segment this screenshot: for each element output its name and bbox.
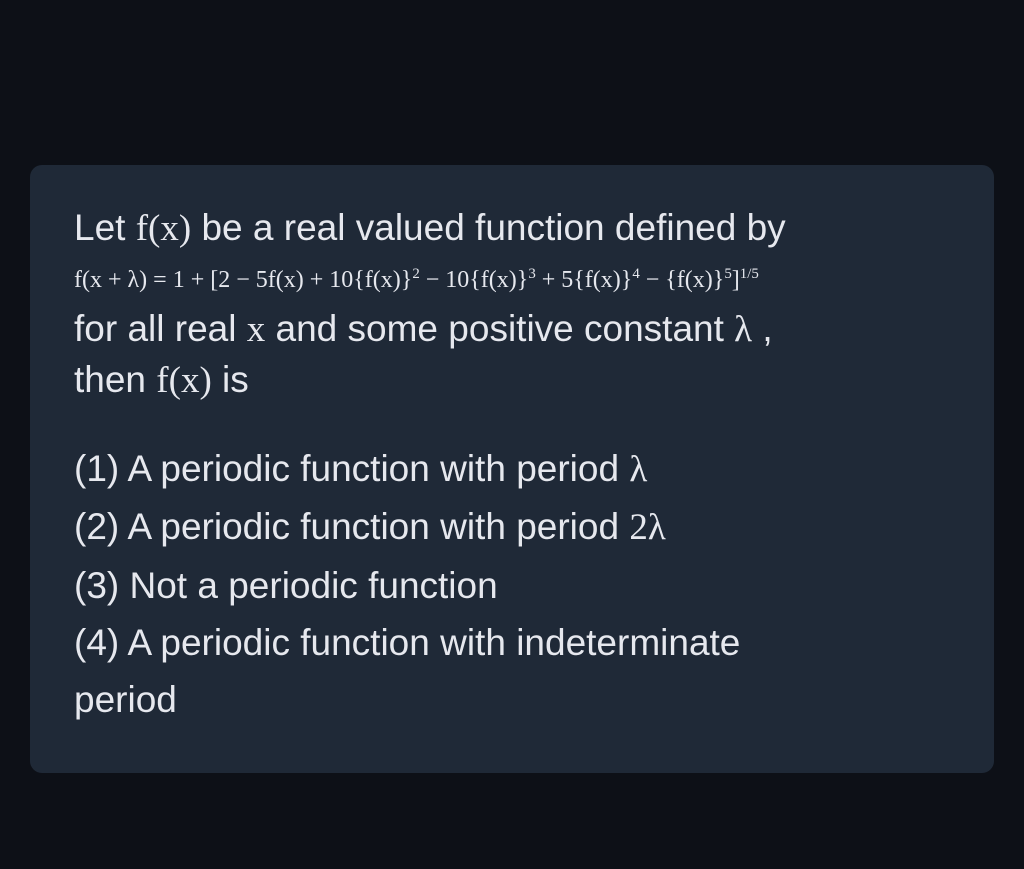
eq-exp5: 5 [724,266,731,282]
eq-t1: 2 − 5f(x) [218,267,304,293]
eq-plus2: + 5{f(x)} [536,267,633,293]
eq-outer-exp: 1/5 [740,266,759,282]
eq-exp4: 4 [632,266,639,282]
tail2-fx: f(x) [156,360,211,401]
defining-equation: f(x + λ) = 1 + [2 − 5f(x) + 10{f(x)}2 − … [74,262,950,298]
eq-exp2: 2 [412,266,419,282]
option-2[interactable]: (2) A periodic function with period 2λ [74,498,950,556]
tail1-a: for all real [74,308,247,349]
option-4[interactable]: (4) A periodic function with indetermina… [74,614,950,671]
tail1-b: and some positive constant [265,308,734,349]
tail1-lambda: λ [734,309,752,350]
option-text-a: Not a periodic function [119,565,497,606]
eq-minus1: − 10{f(x)} [420,267,529,293]
eq-lhs: f(x + λ) [74,267,147,293]
eq-close: ] [732,267,740,293]
option-number: (1) [74,448,119,489]
eq-eq: = [147,267,173,293]
option-text-b: period [74,679,177,720]
option-text-a: A periodic function with period [119,506,629,547]
tail1-x: x [247,309,266,350]
option-3[interactable]: (3) Not a periodic function [74,557,950,614]
eq-exp3: 3 [528,266,535,282]
option-text-a: A periodic function with indeterminate [119,622,740,663]
question-tail-line2: then f(x) is [74,355,950,406]
option-symbol: 2λ [629,507,665,548]
tail2-b: is [212,359,249,400]
tail2-a: then [74,359,156,400]
question-lead-line1: Let f(x) be a real valued function defin… [74,203,950,254]
question-card: Let f(x) be a real valued function defin… [30,165,994,773]
lead-fx: f(x) [136,208,191,249]
option-symbol: λ [629,449,647,490]
option-number: (2) [74,506,119,547]
eq-minus2: − {f(x)} [640,267,725,293]
lead-suffix: be a real valued function defined by [191,207,785,248]
option-number: (4) [74,622,119,663]
option-number: (3) [74,565,119,606]
lead-prefix: Let [74,207,136,248]
option-4-continued: period [74,671,950,728]
eq-oneplus: 1 + [ [173,267,219,293]
option-1[interactable]: (1) A periodic function with period λ [74,440,950,498]
question-tail-line1: for all real x and some positive constan… [74,304,950,355]
option-text-a: A periodic function with period [119,448,629,489]
tail1-c: , [752,308,773,349]
options-list: (1) A periodic function with period λ (2… [74,440,950,729]
eq-plus1: + 10{f(x)} [304,267,413,293]
